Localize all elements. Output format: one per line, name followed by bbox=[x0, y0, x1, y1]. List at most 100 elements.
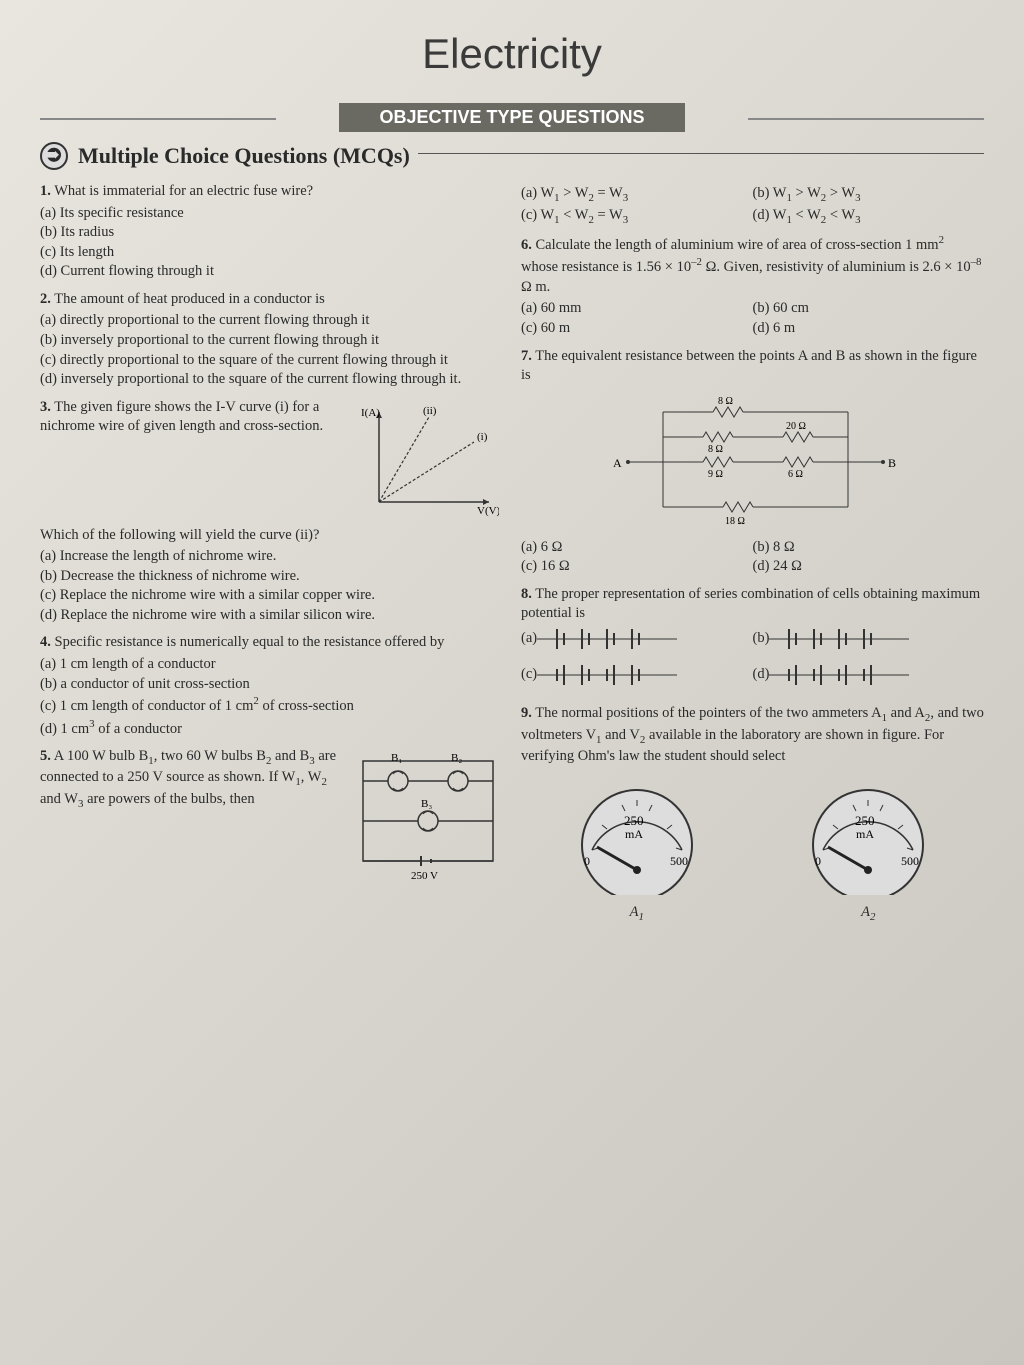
q9-meters: 250 mA 0 500 A1 bbox=[521, 775, 984, 925]
q4-opt-b: (b) a conductor of unit cross-section bbox=[40, 675, 503, 695]
svg-text:500: 500 bbox=[901, 854, 919, 868]
svg-text:0: 0 bbox=[815, 854, 821, 868]
question-3: I(A) V(V) (i) (ii) 3. The given figure s… bbox=[40, 398, 503, 626]
q3-opt-a: (a) Increase the length of nichrome wire… bbox=[40, 547, 503, 567]
right-column: (a) W1 > W2 = W3 (b) W1 > W2 > W3 (c) W1… bbox=[521, 182, 984, 933]
textbook-page: Electricity OBJECTIVE TYPE QUESTIONS ➲ M… bbox=[0, 0, 1024, 1365]
svg-text:B₁: B₁ bbox=[391, 752, 402, 764]
question-5: B₁ B₂ B₃ 250 V bbox=[40, 747, 503, 812]
graph-line-ii: (ii) bbox=[423, 405, 437, 417]
meter-a2: 250 mA 0 500 A2 bbox=[793, 775, 943, 925]
svg-text:B₂: B₂ bbox=[451, 752, 462, 764]
cells-icon-a bbox=[537, 624, 677, 654]
q1-options: (a) Its specific resistance (b) Its radi… bbox=[40, 204, 503, 282]
q2-opt-a: (a) directly proportional to the current… bbox=[40, 311, 503, 331]
q4-opt-a: (a) 1 cm length of a conductor bbox=[40, 655, 503, 675]
svg-text:B₃: B₃ bbox=[421, 798, 432, 810]
q1-num: 1. bbox=[40, 183, 51, 199]
q4-opt-c: (c) 1 cm length of conductor of 1 cm2 of… bbox=[40, 694, 503, 716]
q9-text: The normal positions of the pointers of … bbox=[521, 705, 984, 764]
q6-opt-a: (a) 60 mm bbox=[521, 299, 753, 319]
q2-options: (a) directly proportional to the current… bbox=[40, 311, 503, 389]
q5-text: A 100 W bulb B1, two 60 W bulbs B2 and B… bbox=[40, 748, 336, 807]
q5-opt-a: (a) W1 > W2 = W3 bbox=[521, 184, 753, 206]
meter-a1-label: A1 bbox=[562, 903, 712, 925]
q3-opt-b: (b) Decrease the thickness of nichrome w… bbox=[40, 567, 503, 587]
q6-opt-d: (d) 6 m bbox=[753, 319, 985, 339]
svg-text:500: 500 bbox=[670, 854, 688, 868]
left-column: 1. What is immaterial for an electric fu… bbox=[40, 182, 503, 933]
q3-opt-c: (c) Replace the nichrome wire with a sim… bbox=[40, 586, 503, 606]
q6-options: (a) 60 mm (b) 60 cm (c) 60 m (d) 6 m bbox=[521, 299, 984, 338]
q2-opt-b: (b) inversely proportional to the curren… bbox=[40, 331, 503, 351]
iv-graph: I(A) V(V) (i) (ii) bbox=[359, 402, 499, 522]
ammeter-a2-icon: 250 mA 0 500 bbox=[793, 775, 943, 895]
q8-opt-b: (b) bbox=[753, 624, 985, 654]
q6-num: 6. bbox=[521, 237, 532, 253]
q3-options: (a) Increase the length of nichrome wire… bbox=[40, 547, 503, 625]
q6-opt-b: (b) 60 cm bbox=[753, 299, 985, 319]
q4-num: 4. bbox=[40, 634, 51, 650]
q5-num: 5. bbox=[40, 748, 51, 764]
svg-text:8 Ω: 8 Ω bbox=[718, 396, 733, 407]
q3-text1: The given figure shows the I-V curve (i)… bbox=[40, 399, 323, 435]
q3-text2: Which of the following will yield the cu… bbox=[40, 526, 503, 546]
arrow-icon: ➲ bbox=[40, 142, 68, 170]
mcq-heading: ➲ Multiple Choice Questions (MCQs) bbox=[40, 142, 984, 170]
q2-num: 2. bbox=[40, 291, 51, 307]
svg-text:6 Ω: 6 Ω bbox=[788, 469, 803, 480]
q1-text: What is immaterial for an electric fuse … bbox=[54, 183, 313, 199]
q5-opt-c: (c) W1 < W2 = W3 bbox=[521, 206, 753, 228]
svg-text:18 Ω: 18 Ω bbox=[725, 516, 745, 527]
q3-opt-d: (d) Replace the nichrome wire with a sim… bbox=[40, 606, 503, 626]
cells-icon-b bbox=[769, 624, 909, 654]
q9-num: 9. bbox=[521, 705, 532, 721]
q1-opt-a: (a) Its specific resistance bbox=[40, 204, 503, 224]
heading-line bbox=[418, 153, 984, 154]
question-9: 9. The normal positions of the pointers … bbox=[521, 704, 984, 925]
columns: 1. What is immaterial for an electric fu… bbox=[40, 182, 984, 933]
svg-text:A: A bbox=[613, 456, 622, 470]
q8-text: The proper representation of series comb… bbox=[521, 586, 980, 622]
svg-text:250 V: 250 V bbox=[411, 870, 438, 881]
q1-opt-b: (b) Its radius bbox=[40, 223, 503, 243]
q7-options: (a) 6 Ω (b) 8 Ω (c) 16 Ω (d) 24 Ω bbox=[521, 538, 984, 577]
q3-num: 3. bbox=[40, 399, 51, 415]
question-4: 4. Specific resistance is numerically eq… bbox=[40, 633, 503, 738]
cells-icon-d bbox=[769, 660, 909, 690]
svg-text:20 Ω: 20 Ω bbox=[786, 421, 806, 432]
q4-text: Specific resistance is numerically equal… bbox=[55, 634, 445, 650]
q7-opt-a: (a) 6 Ω bbox=[521, 538, 753, 558]
q7-opt-d: (d) 24 Ω bbox=[753, 557, 985, 577]
graph-ylabel: I(A) bbox=[361, 407, 380, 419]
mcq-heading-text: Multiple Choice Questions (MCQs) bbox=[78, 143, 410, 169]
question-8: 8. The proper representation of series c… bbox=[521, 585, 984, 696]
svg-text:9 Ω: 9 Ω bbox=[708, 469, 723, 480]
graph-line-i: (i) bbox=[477, 431, 488, 443]
question-2: 2. The amount of heat produced in a cond… bbox=[40, 290, 503, 390]
q8-options: (a) (b) bbox=[521, 624, 984, 696]
q8-opt-c: (c) bbox=[521, 660, 753, 690]
graph-xlabel: V(V) bbox=[477, 505, 499, 517]
chapter-title: Electricity bbox=[40, 30, 984, 78]
q5-options: (a) W1 > W2 = W3 (b) W1 > W2 > W3 (c) W1… bbox=[521, 184, 984, 227]
section-banner: OBJECTIVE TYPE QUESTIONS bbox=[40, 103, 984, 132]
svg-text:250: 250 bbox=[624, 813, 644, 828]
svg-text:250: 250 bbox=[855, 813, 875, 828]
q2-text: The amount of heat produced in a conduct… bbox=[54, 291, 325, 307]
q2-opt-d: (d) inversely proportional to the square… bbox=[40, 370, 503, 390]
ammeter-a1-icon: 250 mA 0 500 bbox=[562, 775, 712, 895]
q4-options: (a) 1 cm length of a conductor (b) a con… bbox=[40, 655, 503, 739]
q7-num: 7. bbox=[521, 348, 532, 364]
svg-text:0: 0 bbox=[584, 854, 590, 868]
q6-opt-c: (c) 60 m bbox=[521, 319, 753, 339]
svg-text:8 Ω: 8 Ω bbox=[708, 444, 723, 455]
q7-opt-c: (c) 16 Ω bbox=[521, 557, 753, 577]
q8-opt-a: (a) bbox=[521, 624, 753, 654]
q5-opt-d: (d) W1 < W2 < W3 bbox=[753, 206, 985, 228]
q8-opt-d: (d) bbox=[753, 660, 985, 690]
meter-a1: 250 mA 0 500 A1 bbox=[562, 775, 712, 925]
q1-opt-d: (d) Current flowing through it bbox=[40, 262, 503, 282]
question-6: 6. Calculate the length of aluminium wir… bbox=[521, 233, 984, 338]
question-7: 7. The equivalent resistance between the… bbox=[521, 347, 984, 577]
